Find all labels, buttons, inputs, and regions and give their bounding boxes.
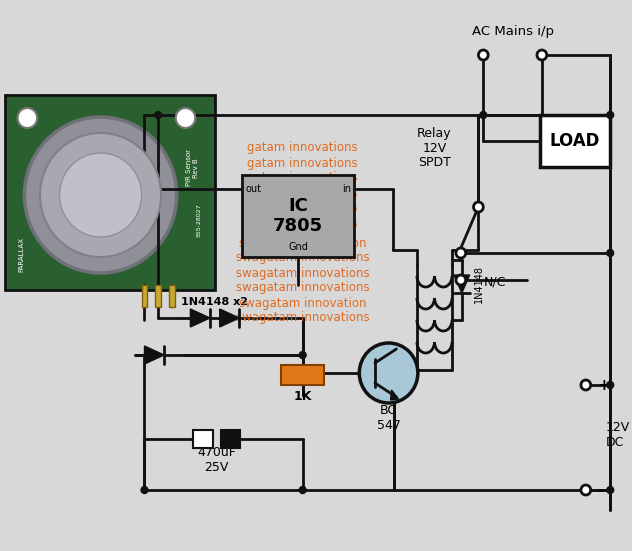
Circle shape — [18, 108, 37, 128]
Circle shape — [155, 111, 162, 118]
Circle shape — [480, 111, 487, 118]
Circle shape — [581, 485, 591, 495]
Circle shape — [607, 381, 614, 388]
Circle shape — [360, 343, 418, 403]
Polygon shape — [454, 275, 470, 293]
Text: 555-28027: 555-28027 — [197, 203, 202, 237]
Text: swagatam innovations: swagatam innovations — [236, 282, 370, 294]
Bar — [281, 365, 324, 385]
Text: PARALLAX: PARALLAX — [18, 237, 25, 273]
Text: gatam innovations: gatam innovations — [247, 156, 358, 170]
Circle shape — [456, 275, 466, 285]
Circle shape — [473, 202, 483, 212]
Bar — [142, 285, 147, 307]
Text: swagatam innovations: swagatam innovations — [236, 311, 370, 325]
Text: Relay
12V
SPDT: Relay 12V SPDT — [417, 127, 452, 170]
Text: swagatam innovations: swagatam innovations — [236, 267, 370, 279]
Bar — [221, 430, 240, 448]
Polygon shape — [220, 309, 239, 327]
Text: +: + — [597, 377, 611, 392]
Bar — [540, 115, 611, 167]
Text: gatam innovations: gatam innovations — [247, 202, 358, 214]
Text: 1N4148 x2: 1N4148 x2 — [181, 297, 248, 307]
Text: swagatam innovation: swagatam innovation — [239, 296, 367, 310]
Circle shape — [25, 117, 177, 273]
Text: gatam innovations: gatam innovations — [247, 217, 358, 230]
Circle shape — [176, 108, 195, 128]
Text: gatam innovations: gatam innovations — [247, 142, 358, 154]
Bar — [193, 430, 213, 448]
Text: PIR Sensor
Rev B: PIR Sensor Rev B — [186, 149, 199, 186]
Polygon shape — [190, 309, 210, 327]
Text: BC
547: BC 547 — [377, 404, 401, 432]
Text: 470uF
25V: 470uF 25V — [197, 446, 236, 474]
Circle shape — [456, 248, 466, 258]
Circle shape — [607, 487, 614, 494]
Polygon shape — [145, 346, 164, 364]
Bar — [155, 285, 161, 307]
Text: swagatam innovation: swagatam innovation — [239, 236, 367, 250]
Text: 12V
DC: 12V DC — [605, 421, 629, 449]
Text: Gnd: Gnd — [288, 242, 308, 252]
Polygon shape — [391, 390, 398, 400]
Circle shape — [40, 133, 161, 257]
Text: gatam innovations: gatam innovations — [247, 171, 358, 185]
Text: 1K: 1K — [293, 391, 312, 403]
Circle shape — [607, 250, 614, 257]
Text: N/C: N/C — [483, 276, 506, 289]
Circle shape — [299, 487, 306, 494]
Circle shape — [59, 153, 142, 237]
Bar — [5, 95, 215, 290]
Circle shape — [141, 487, 148, 494]
Text: -: - — [597, 483, 604, 498]
Circle shape — [607, 111, 614, 118]
Bar — [242, 175, 355, 257]
Text: in: in — [343, 184, 351, 194]
Circle shape — [299, 352, 306, 359]
Circle shape — [581, 380, 591, 390]
Text: AC Mains i/p: AC Mains i/p — [471, 25, 554, 39]
Circle shape — [478, 50, 488, 60]
Text: LOAD: LOAD — [550, 132, 600, 150]
Circle shape — [537, 50, 547, 60]
Bar — [169, 285, 175, 307]
Text: gatam innovations: gatam innovations — [247, 186, 358, 199]
Text: IC
7805: IC 7805 — [273, 197, 324, 235]
Text: 1N4148: 1N4148 — [473, 265, 483, 303]
Text: out: out — [245, 184, 261, 194]
Text: swagatam innovations: swagatam innovations — [236, 251, 370, 264]
